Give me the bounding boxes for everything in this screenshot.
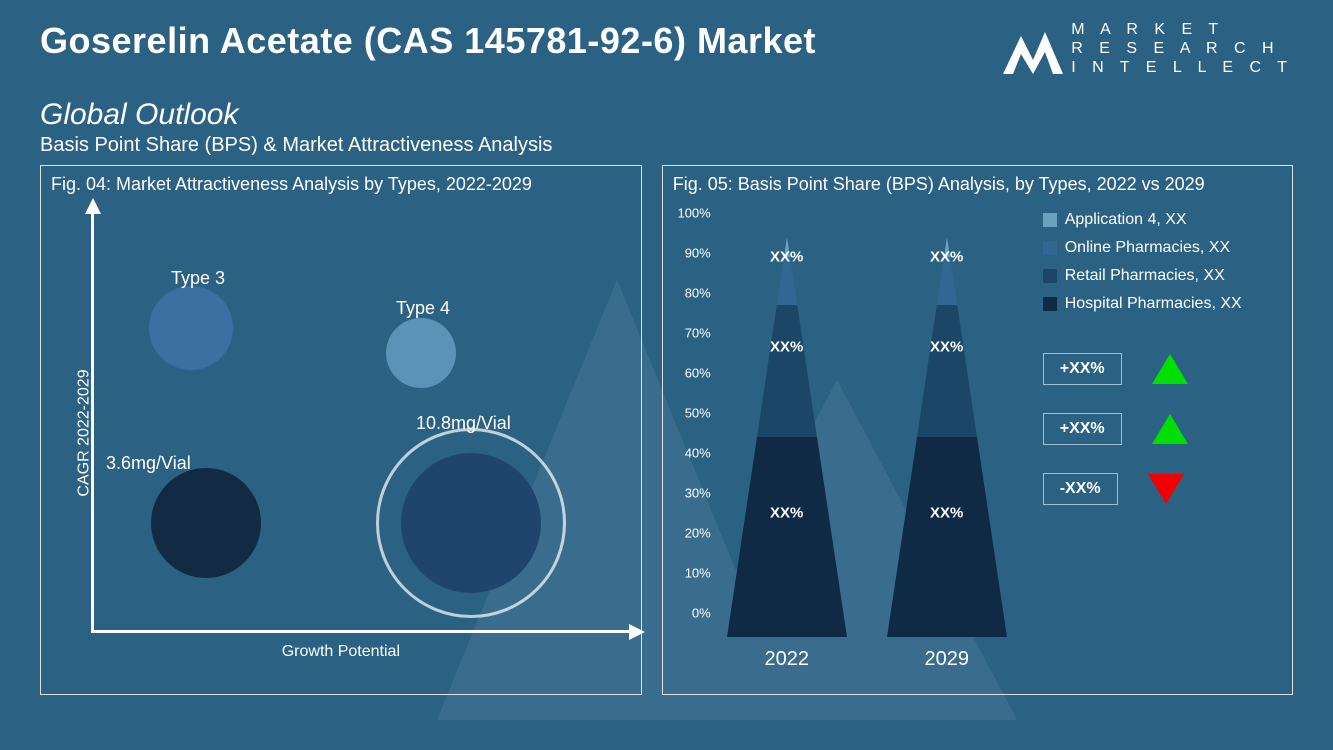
section-heading: Global Outlook Basis Point Share (BPS) &… bbox=[40, 98, 1293, 157]
y-tick: 90% bbox=[673, 245, 711, 260]
triangle-up-icon bbox=[1152, 414, 1188, 444]
triangle-down-icon bbox=[1148, 474, 1184, 504]
legend-label: Retail Pharmacies, XX bbox=[1065, 267, 1225, 285]
cone bbox=[727, 237, 847, 639]
bubble-label: Type 4 bbox=[396, 298, 450, 319]
cone-x-label: 2029 bbox=[877, 648, 1017, 671]
y-tick: 60% bbox=[673, 365, 711, 380]
delta-value: +XX% bbox=[1043, 413, 1122, 445]
y-axis-arrow-icon bbox=[85, 198, 101, 214]
y-tick: 30% bbox=[673, 485, 711, 500]
x-axis bbox=[91, 630, 631, 633]
bubble-label: 10.8mg/Vial bbox=[416, 413, 511, 434]
bubble bbox=[386, 318, 456, 388]
cone-x-label: 2022 bbox=[717, 648, 857, 671]
fig04-panel: Fig. 04: Market Attractiveness Analysis … bbox=[40, 165, 642, 695]
y-tick: 20% bbox=[673, 525, 711, 540]
delta-value: +XX% bbox=[1043, 353, 1122, 385]
delta-value: -XX% bbox=[1043, 473, 1118, 505]
y-tick: 10% bbox=[673, 565, 711, 580]
brand-logo-icon bbox=[1003, 24, 1063, 74]
legend-item: Application 4, XX bbox=[1043, 211, 1282, 229]
segment-label: XX% bbox=[930, 248, 963, 265]
fig04-caption: Fig. 04: Market Attractiveness Analysis … bbox=[51, 174, 631, 195]
y-axis-label: CAGR 2022-2029 bbox=[76, 369, 94, 496]
fig05-caption: Fig. 05: Basis Point Share (BPS) Analysi… bbox=[673, 174, 1282, 195]
legend-label: Application 4, XX bbox=[1065, 211, 1187, 229]
page-title: Goserelin Acetate (CAS 145781-92-6) Mark… bbox=[40, 20, 816, 62]
segment-label: XX% bbox=[930, 338, 963, 355]
legend-swatch-icon bbox=[1043, 241, 1057, 255]
legend-swatch-icon bbox=[1043, 297, 1057, 311]
legend-label: Online Pharmacies, XX bbox=[1065, 239, 1230, 257]
segment-label: XX% bbox=[930, 504, 963, 521]
legend-item: Hospital Pharmacies, XX bbox=[1043, 295, 1282, 313]
bubble bbox=[149, 286, 233, 370]
y-tick: 70% bbox=[673, 325, 711, 340]
delta-row: -XX% bbox=[1043, 473, 1282, 505]
bubble-label: 3.6mg/Vial bbox=[106, 453, 191, 474]
bubble-label: Type 3 bbox=[171, 268, 225, 289]
brand-logo-text: M A R K E T R E S E A R C H I N T E L L … bbox=[1071, 20, 1293, 78]
brand-logo: M A R K E T R E S E A R C H I N T E L L … bbox=[1003, 20, 1293, 78]
delta-row: +XX% bbox=[1043, 353, 1282, 385]
fig05-legend: Application 4, XX Online Pharmacies, XX Re… bbox=[1033, 203, 1282, 673]
legend-item: Retail Pharmacies, XX bbox=[1043, 267, 1282, 285]
delta-row: +XX% bbox=[1043, 413, 1282, 445]
cone bbox=[887, 237, 1007, 639]
fig05-panel: Fig. 05: Basis Point Share (BPS) Analysi… bbox=[662, 165, 1293, 695]
legend-swatch-icon bbox=[1043, 269, 1057, 283]
header: Goserelin Acetate (CAS 145781-92-6) Mark… bbox=[40, 20, 1293, 78]
section-title: Global Outlook bbox=[40, 98, 1293, 132]
fig05-cone-chart: 0% 10% 20% 30% 40% 50% 60% 70% 80% 90% 100% 2022 202… bbox=[673, 203, 1282, 673]
triangle-up-icon bbox=[1152, 354, 1188, 384]
segment-label: XX% bbox=[770, 248, 803, 265]
segment-label: XX% bbox=[770, 504, 803, 521]
x-axis-label: Growth Potential bbox=[282, 643, 400, 661]
section-subtitle: Basis Point Share (BPS) & Market Attract… bbox=[40, 134, 1293, 157]
fig04-bubble-chart: CAGR 2022-2029 Growth Potential Type 3 Ty… bbox=[51, 203, 631, 663]
legend-swatch-icon bbox=[1043, 213, 1057, 227]
y-tick: 50% bbox=[673, 405, 711, 420]
y-tick: 80% bbox=[673, 285, 711, 300]
y-tick: 40% bbox=[673, 445, 711, 460]
bubble bbox=[151, 468, 261, 578]
y-tick: 0% bbox=[673, 605, 711, 620]
legend-item: Online Pharmacies, XX bbox=[1043, 239, 1282, 257]
segment-label: XX% bbox=[770, 338, 803, 355]
y-tick: 100% bbox=[673, 205, 711, 220]
x-axis-arrow-icon bbox=[629, 624, 645, 640]
legend-label: Hospital Pharmacies, XX bbox=[1065, 295, 1242, 313]
bubble bbox=[401, 453, 541, 593]
